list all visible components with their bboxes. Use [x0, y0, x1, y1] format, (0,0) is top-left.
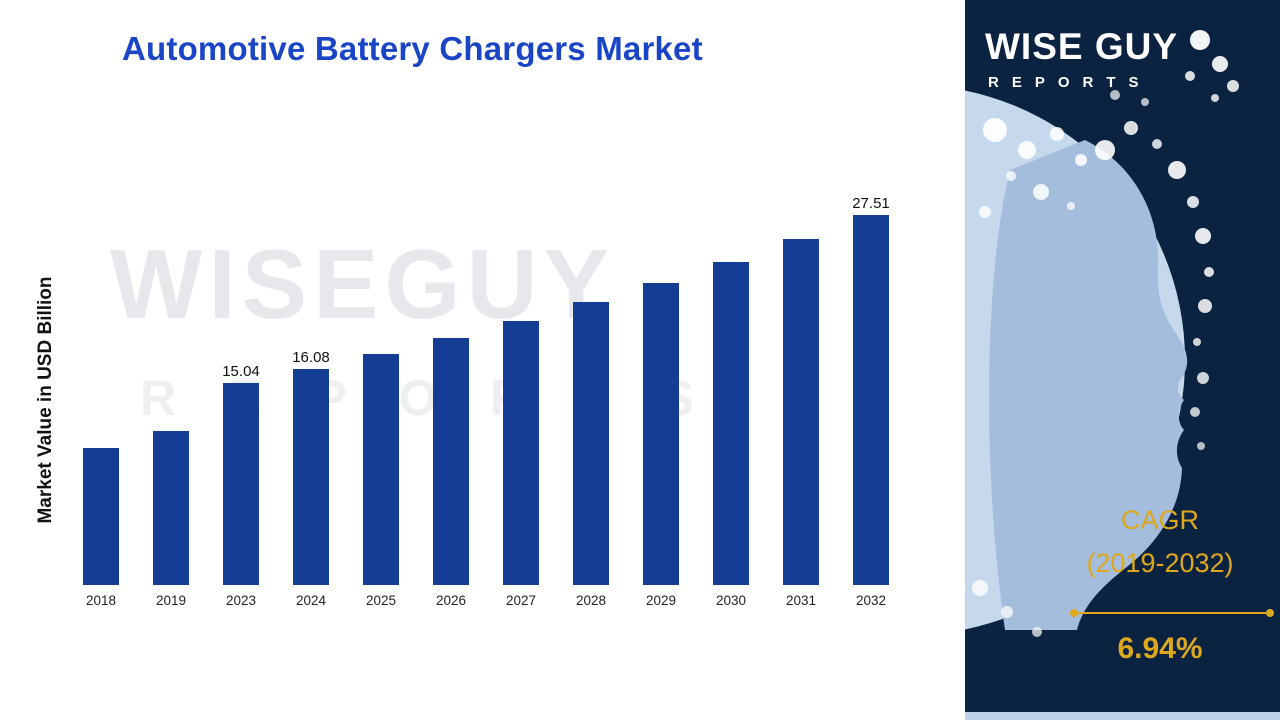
cagr-period: (2019-2032)	[1086, 548, 1234, 578]
cagr-value: 6.94%	[1117, 632, 1203, 665]
cagr-divider-line	[1070, 609, 1274, 617]
x-axis-label: 2018	[85, 593, 117, 608]
bar	[363, 354, 399, 585]
x-axis-label: 2024	[295, 593, 327, 608]
x-axis-label: 2026	[435, 593, 467, 608]
x-axis-label: 2028	[575, 593, 607, 608]
x-axis-label: 2023	[225, 593, 257, 608]
page-title: Automotive Battery Chargers Market	[122, 30, 703, 67]
brand-panel: WISE GUY REPORTS CAGR (2019-2032) 6.94%	[965, 0, 1280, 720]
bar-chart: 2018 2019 15.04 2023 16.08 2024 2025 2026 2027 20…	[66, 160, 906, 610]
bar-column: 2019	[136, 160, 206, 610]
bar-column: 27.51 2032	[836, 160, 906, 610]
bar-column: 2027	[486, 160, 556, 610]
bar-column: 2030	[696, 160, 766, 610]
cagr-label: CAGR	[1120, 505, 1199, 535]
x-axis-label: 2030	[715, 593, 747, 608]
bar	[783, 239, 819, 585]
brand-logo: WISE GUY REPORTS	[985, 26, 1178, 91]
divider-dot-left	[1070, 609, 1078, 617]
bar	[643, 283, 679, 585]
bar	[713, 262, 749, 585]
bar-column: 2029	[626, 160, 696, 610]
panel-bottom-strip	[965, 712, 1280, 720]
x-axis-label: 2025	[365, 593, 397, 608]
bar	[223, 383, 259, 585]
bar	[153, 431, 189, 585]
x-axis-label: 2031	[785, 593, 817, 608]
bar-column: 16.08 2024	[276, 160, 346, 610]
x-axis-label: 2032	[855, 593, 887, 608]
bar-value-label: 16.08	[292, 349, 330, 366]
divider-dot-right	[1266, 609, 1274, 617]
bar-column: 2026	[416, 160, 486, 610]
x-axis-label: 2027	[505, 593, 537, 608]
brand-logo-name: WISE GUY	[985, 26, 1179, 67]
bar	[853, 215, 889, 585]
x-axis-label: 2019	[155, 593, 187, 608]
bar-value-label: 27.51	[852, 195, 890, 212]
bar	[503, 321, 539, 585]
brand-logo-subtitle: REPORTS	[988, 74, 1152, 91]
bar	[83, 448, 119, 585]
bar-column: 2028	[556, 160, 626, 610]
bar	[293, 369, 329, 585]
y-axis-title: Market Value in USD Billion	[35, 276, 56, 524]
bar	[433, 338, 469, 585]
x-axis-label: 2029	[645, 593, 677, 608]
face-profile-graphic	[965, 30, 1239, 637]
bar-column: 2031	[766, 160, 836, 610]
bar-column: 15.04 2023	[206, 160, 276, 610]
bar-value-label: 15.04	[222, 363, 260, 380]
bar-column: 2025	[346, 160, 416, 610]
cagr-block: CAGR (2019-2032)	[1050, 505, 1270, 579]
bar-column: 2018	[66, 160, 136, 610]
bar	[573, 302, 609, 585]
